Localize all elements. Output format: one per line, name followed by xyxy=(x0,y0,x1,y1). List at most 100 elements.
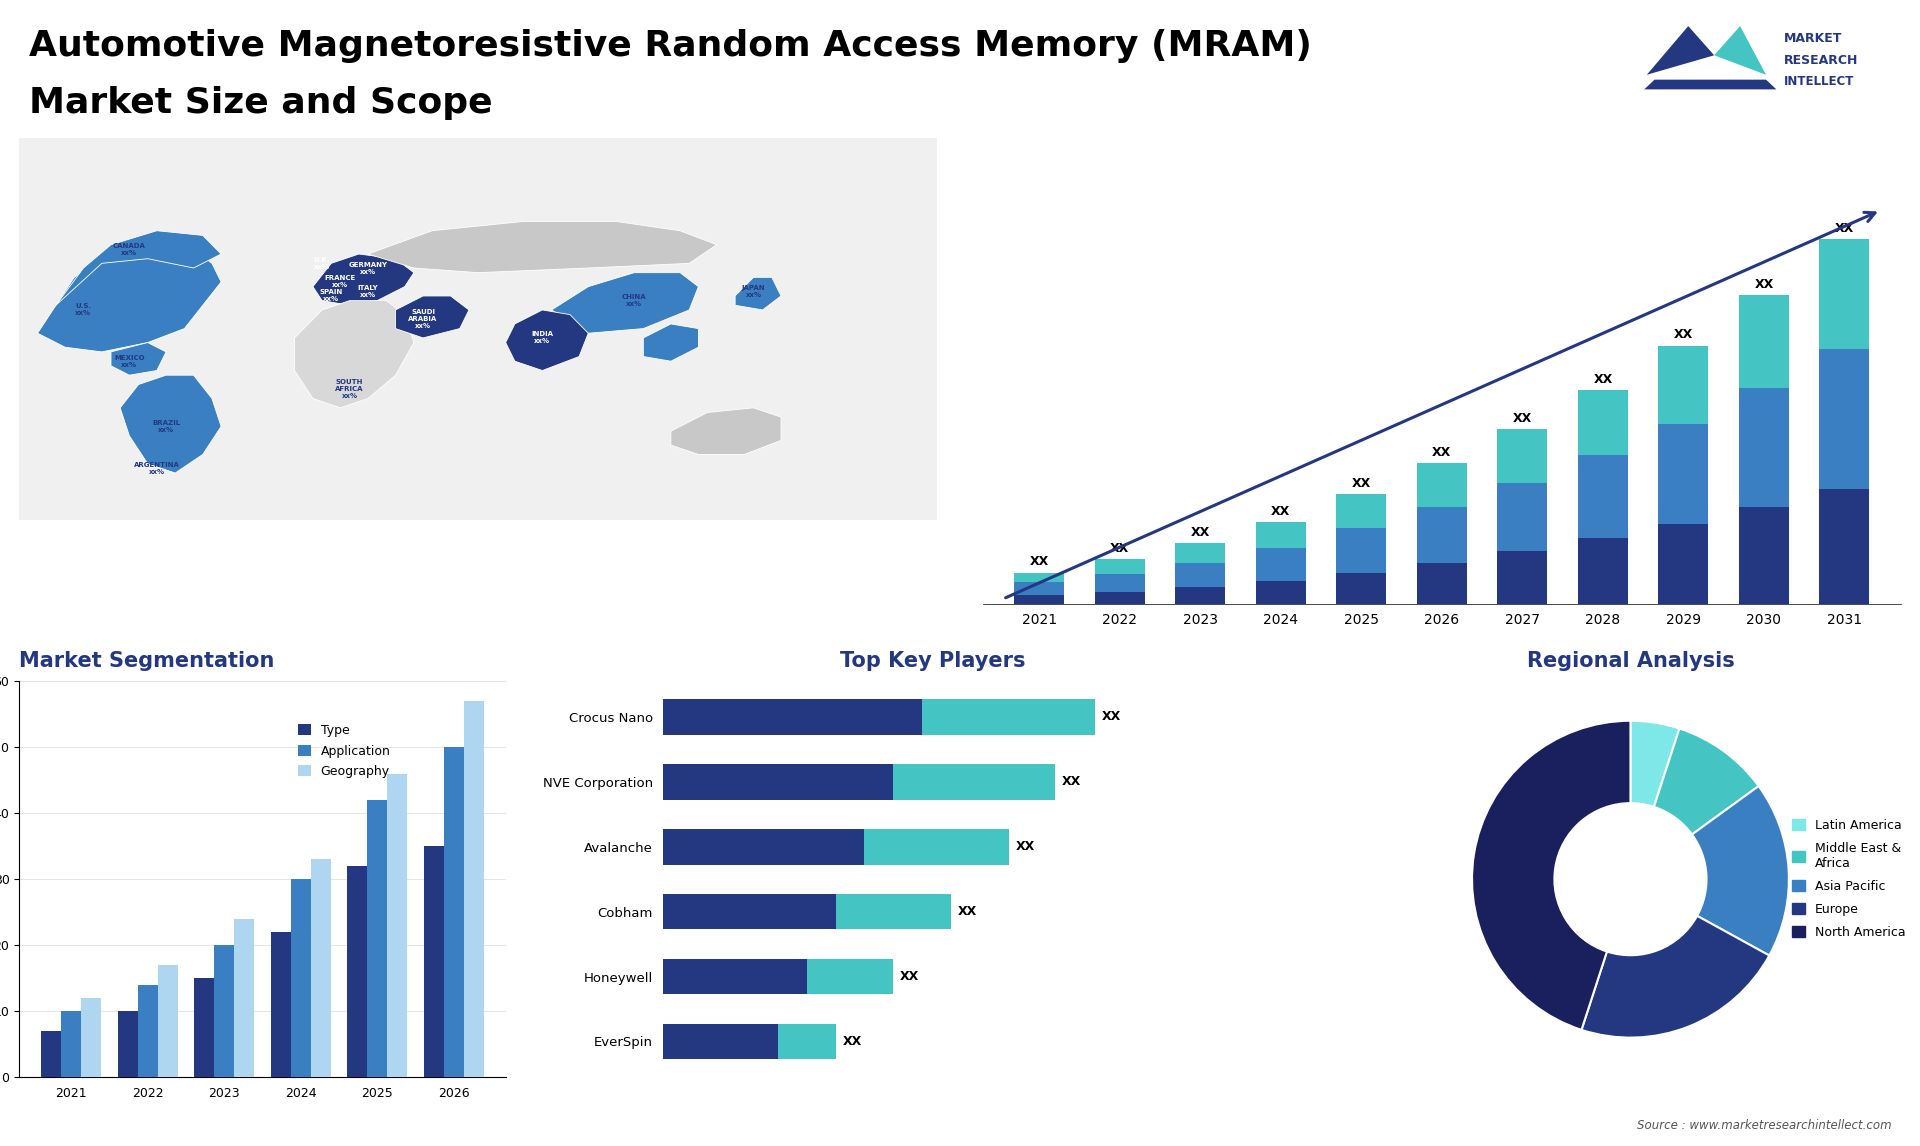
Polygon shape xyxy=(313,254,415,305)
Text: BRAZIL
xx%: BRAZIL xx% xyxy=(152,419,180,433)
Bar xyxy=(1175,587,1225,604)
Text: FRANCE
xx%: FRANCE xx% xyxy=(324,275,355,289)
Legend: Latin America, Middle East &
Africa, Asia Pacific, Europe, North America: Latin America, Middle East & Africa, Asi… xyxy=(1788,814,1910,944)
Bar xyxy=(1256,521,1306,548)
Bar xyxy=(388,774,407,1077)
Bar xyxy=(1740,508,1789,604)
Polygon shape xyxy=(38,245,221,352)
Bar xyxy=(1578,455,1628,539)
Text: MEXICO
xx%: MEXICO xx% xyxy=(113,355,144,368)
Bar xyxy=(234,919,253,1077)
Bar xyxy=(1820,489,1870,604)
Text: XX: XX xyxy=(1432,446,1452,460)
Text: Automotive Magnetoresistive Random Access Memory (MRAM): Automotive Magnetoresistive Random Acces… xyxy=(29,29,1311,63)
Text: XX: XX xyxy=(1102,711,1121,723)
Bar xyxy=(778,1023,835,1059)
Text: RESEARCH: RESEARCH xyxy=(1784,54,1859,66)
Polygon shape xyxy=(1647,26,1715,74)
Text: XX: XX xyxy=(958,905,977,918)
Bar xyxy=(1659,346,1709,424)
Bar xyxy=(1417,508,1467,563)
Polygon shape xyxy=(294,300,415,408)
Text: XX: XX xyxy=(1062,776,1081,788)
Bar xyxy=(662,894,835,929)
Bar xyxy=(662,764,893,800)
Bar xyxy=(1014,596,1064,604)
Text: JAPAN
xx%: JAPAN xx% xyxy=(741,285,766,298)
Text: ARGENTINA
xx%: ARGENTINA xx% xyxy=(134,462,180,474)
Text: SOUTH
AFRICA
xx%: SOUTH AFRICA xx% xyxy=(336,379,365,399)
Bar xyxy=(444,747,465,1077)
Bar xyxy=(1498,482,1548,551)
Polygon shape xyxy=(111,343,165,375)
Bar xyxy=(194,979,215,1077)
Bar xyxy=(348,866,367,1077)
Bar xyxy=(835,894,950,929)
Bar xyxy=(1336,494,1386,528)
Wedge shape xyxy=(1630,721,1680,807)
Bar xyxy=(1578,390,1628,455)
Bar xyxy=(1256,581,1306,604)
Text: ITALY
xx%: ITALY xx% xyxy=(357,285,378,298)
Text: XX: XX xyxy=(1513,411,1532,425)
Polygon shape xyxy=(1715,26,1766,74)
Bar xyxy=(138,984,157,1077)
Polygon shape xyxy=(551,273,699,333)
Text: XX: XX xyxy=(1755,277,1774,291)
Bar xyxy=(367,800,388,1077)
Bar xyxy=(1256,548,1306,581)
Bar xyxy=(1175,563,1225,587)
Text: U.S.
xx%: U.S. xx% xyxy=(75,304,92,316)
Polygon shape xyxy=(670,408,781,455)
Bar xyxy=(1820,240,1870,348)
Title: Regional Analysis: Regional Analysis xyxy=(1526,651,1734,672)
Text: CANADA
xx%: CANADA xx% xyxy=(113,243,146,256)
Text: GERMANY
xx%: GERMANY xx% xyxy=(349,261,388,275)
Text: SPAIN
xx%: SPAIN xx% xyxy=(319,290,344,303)
Polygon shape xyxy=(735,277,781,309)
Bar xyxy=(662,959,806,995)
Text: INTELLECT: INTELLECT xyxy=(1784,76,1855,88)
Bar xyxy=(1659,424,1709,524)
Bar xyxy=(1740,388,1789,508)
Bar xyxy=(806,959,893,995)
Text: XX: XX xyxy=(843,1035,862,1047)
Wedge shape xyxy=(1692,786,1789,956)
Polygon shape xyxy=(56,230,221,305)
Wedge shape xyxy=(1582,916,1770,1037)
Text: Source : www.marketresearchintellect.com: Source : www.marketresearchintellect.com xyxy=(1636,1120,1891,1132)
Text: CHINA
xx%: CHINA xx% xyxy=(622,295,647,307)
Bar xyxy=(1417,563,1467,604)
Bar xyxy=(1014,573,1064,582)
Bar xyxy=(1014,582,1064,596)
Wedge shape xyxy=(1473,721,1630,1030)
Bar xyxy=(311,860,330,1077)
Bar xyxy=(42,1031,61,1077)
Text: SAUDI
ARABIA
xx%: SAUDI ARABIA xx% xyxy=(409,309,438,329)
Text: XX: XX xyxy=(1352,477,1371,490)
Bar xyxy=(662,829,864,864)
Legend: Type, Application, Geography: Type, Application, Geography xyxy=(294,719,396,783)
Bar xyxy=(1659,524,1709,604)
Text: XX: XX xyxy=(1674,329,1693,342)
Bar xyxy=(662,699,922,735)
Bar xyxy=(61,1011,81,1077)
Bar xyxy=(1094,574,1144,592)
Bar xyxy=(1498,551,1548,604)
Text: Market Segmentation: Market Segmentation xyxy=(19,651,275,672)
Bar xyxy=(271,932,290,1077)
Bar xyxy=(1498,429,1548,482)
Polygon shape xyxy=(505,309,588,370)
Polygon shape xyxy=(1644,79,1776,89)
Text: XX: XX xyxy=(1190,526,1210,539)
Text: INDIA
xx%: INDIA xx% xyxy=(532,331,553,345)
Bar xyxy=(290,879,311,1077)
Wedge shape xyxy=(1653,729,1759,834)
Bar xyxy=(81,998,102,1077)
Bar xyxy=(465,701,484,1077)
Bar xyxy=(215,945,234,1077)
Text: XX: XX xyxy=(1594,372,1613,385)
Bar xyxy=(1336,528,1386,573)
Bar xyxy=(1417,463,1467,508)
Text: XX: XX xyxy=(1836,222,1855,235)
